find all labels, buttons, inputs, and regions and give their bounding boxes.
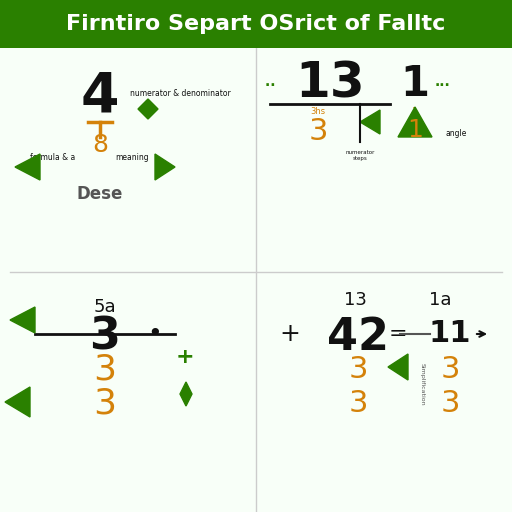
Polygon shape bbox=[180, 382, 192, 406]
Text: •: • bbox=[147, 322, 162, 346]
Text: 5a: 5a bbox=[94, 298, 116, 316]
Text: 3: 3 bbox=[440, 390, 460, 418]
Polygon shape bbox=[15, 154, 40, 180]
Text: 3: 3 bbox=[308, 117, 328, 146]
Text: ..: .. bbox=[265, 75, 281, 89]
Text: meaning: meaning bbox=[115, 153, 148, 161]
Polygon shape bbox=[388, 354, 408, 380]
Text: angle: angle bbox=[445, 130, 466, 139]
Polygon shape bbox=[360, 110, 380, 134]
Text: 4: 4 bbox=[81, 70, 119, 124]
Text: numerator
steps: numerator steps bbox=[345, 150, 375, 161]
Text: 42: 42 bbox=[327, 315, 389, 358]
Text: 3: 3 bbox=[94, 387, 117, 421]
Text: Dese: Dese bbox=[77, 185, 123, 203]
Text: 13: 13 bbox=[344, 291, 367, 309]
Text: 3: 3 bbox=[440, 355, 460, 385]
Polygon shape bbox=[10, 307, 35, 333]
Text: 13: 13 bbox=[295, 60, 365, 108]
Text: +: + bbox=[176, 347, 195, 367]
Text: 3: 3 bbox=[90, 315, 120, 358]
Text: 1a: 1a bbox=[429, 291, 451, 309]
Polygon shape bbox=[398, 107, 432, 137]
Bar bbox=[0, 0, 512, 48]
Text: =: = bbox=[389, 324, 408, 344]
Polygon shape bbox=[138, 99, 158, 119]
Text: 8: 8 bbox=[92, 133, 108, 157]
Text: +: + bbox=[280, 322, 301, 346]
Polygon shape bbox=[155, 154, 175, 180]
Text: 1: 1 bbox=[412, 107, 418, 117]
Text: 3: 3 bbox=[94, 353, 117, 387]
Polygon shape bbox=[5, 387, 30, 417]
Text: formula & a: formula & a bbox=[30, 153, 75, 161]
Text: Simplification: Simplification bbox=[420, 362, 425, 406]
Text: ...: ... bbox=[435, 75, 451, 89]
Text: 1: 1 bbox=[407, 118, 423, 142]
Text: numerator & denominator: numerator & denominator bbox=[130, 90, 231, 98]
Text: 1: 1 bbox=[400, 63, 430, 105]
Text: 3hs: 3hs bbox=[310, 108, 326, 117]
Text: Firntiro Separt OSrict of Falltc: Firntiro Separt OSrict of Falltc bbox=[67, 14, 445, 34]
Text: 3: 3 bbox=[348, 355, 368, 385]
Text: 11: 11 bbox=[429, 319, 471, 349]
Text: 3: 3 bbox=[348, 390, 368, 418]
